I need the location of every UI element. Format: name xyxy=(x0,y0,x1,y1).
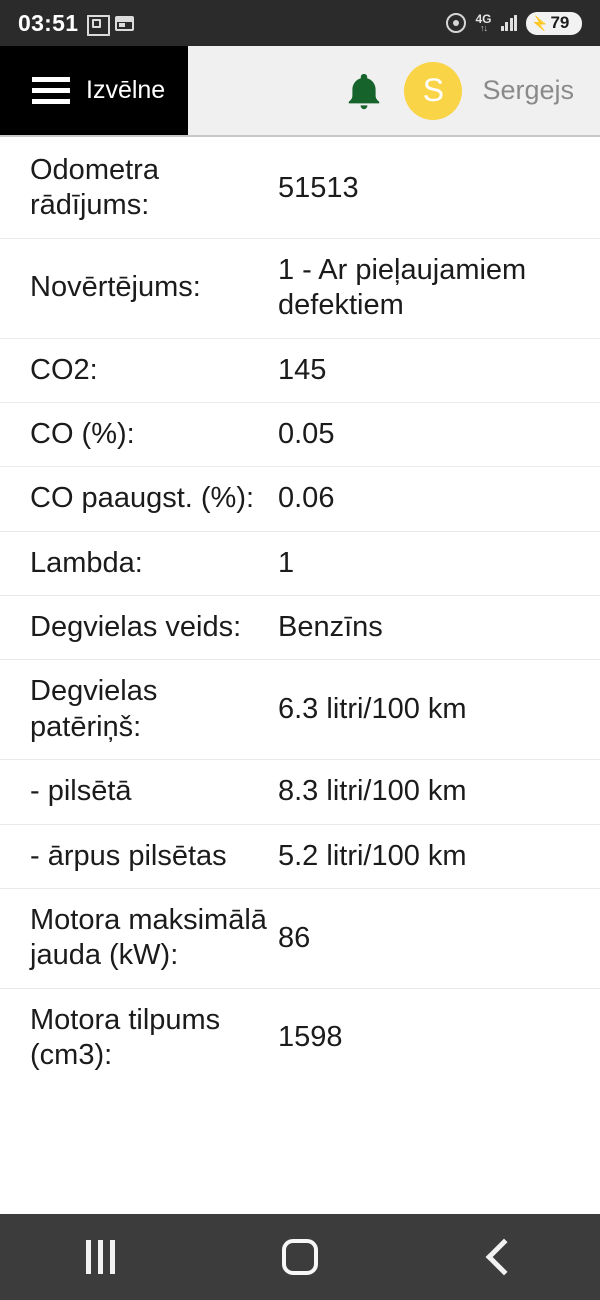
spec-key: Degvielas patēriņš: xyxy=(30,675,158,743)
spec-value: 5.2 litri/100 km xyxy=(278,839,467,872)
spec-value: 1 - Ar pieļaujamiem defektiem xyxy=(278,253,527,322)
avatar[interactable]: S xyxy=(404,61,463,120)
spec-value: 6.3 litri/100 km xyxy=(278,693,467,726)
recents-icon[interactable] xyxy=(85,1240,115,1274)
spec-value: 1 xyxy=(278,546,295,579)
spec-key: CO2: xyxy=(30,353,98,386)
table-row: Motora tilpums (cm3): 1598 xyxy=(0,989,600,1088)
username-label[interactable]: Sergejs xyxy=(482,75,574,105)
screenshot-scan-icon xyxy=(87,14,111,36)
network-4g-label: 4G xyxy=(475,12,492,26)
table-row: Odometra rādījums: 51513 xyxy=(0,139,600,239)
nav-recents-button[interactable] xyxy=(45,1214,155,1300)
header-right: S Sergejs xyxy=(188,46,600,135)
table-row: CO paaugst. (%): 0.06 xyxy=(0,467,600,532)
nav-back-button[interactable] xyxy=(445,1214,555,1300)
spec-value: 51513 xyxy=(278,171,359,204)
menu-button-label: Izvēlne xyxy=(86,76,166,104)
menu-button[interactable]: Izvēlne xyxy=(0,46,188,135)
app-header: Izvēlne S Sergejs xyxy=(0,46,600,137)
spec-key: Degvielas veids: xyxy=(30,611,242,643)
table-row: CO (%): 0.05 xyxy=(0,403,600,468)
hamburger-icon[interactable] xyxy=(32,77,70,104)
spec-key: Motora tilpums (cm3): xyxy=(30,1003,221,1071)
spec-key: CO paaugst. (%): xyxy=(30,482,255,515)
table-row: Degvielas patēriņš: 6.3 litri/100 km xyxy=(0,660,600,761)
spec-value: 1598 xyxy=(278,1021,343,1054)
spec-key: CO (%): xyxy=(30,417,135,450)
status-bar-clock: 03:51 xyxy=(18,9,79,36)
table-row: Degvielas veids: Benzīns xyxy=(0,596,600,661)
spec-value: 8.3 litri/100 km xyxy=(278,775,467,808)
card-view-icon xyxy=(115,15,135,31)
spec-value: Benzīns xyxy=(278,611,383,643)
cast-icon xyxy=(446,13,467,33)
spec-key: Novērtējums: xyxy=(30,271,201,304)
signal-bars-icon xyxy=(500,15,517,31)
home-icon[interactable] xyxy=(282,1239,318,1275)
table-row: - ārpus pilsētas 5.2 litri/100 km xyxy=(0,825,600,889)
system-nav-bar xyxy=(0,1214,600,1300)
spec-key: - pilsētā xyxy=(30,775,132,808)
table-row: Motora maksimālā jauda (kW): 86 xyxy=(0,889,600,989)
spec-key: Lambda: xyxy=(30,546,143,579)
status-bar-left: 03:51 xyxy=(18,9,135,37)
spec-table: Odometra rādījums: 51513 Novērtējums: 1 … xyxy=(0,139,600,1087)
notification-bell-icon[interactable] xyxy=(344,70,384,112)
spec-key: - ārpus pilsētas xyxy=(30,839,227,872)
status-bar-right: 4G ↑↓ ⚡ 79 xyxy=(446,11,582,35)
back-chevron-icon[interactable] xyxy=(485,1238,523,1276)
network-4g-icon: 4G ↑↓ xyxy=(475,13,491,33)
battery-level-label: 79 xyxy=(550,13,570,32)
network-arrows-label: ↑↓ xyxy=(479,23,488,33)
table-row: Novērtējums: 1 - Ar pieļaujamiem defekti… xyxy=(0,239,600,339)
battery-indicator: ⚡ 79 xyxy=(526,11,582,35)
spec-key: Motora maksimālā jauda (kW): xyxy=(30,903,267,972)
avatar-initial: S xyxy=(422,72,445,108)
nav-home-button[interactable] xyxy=(245,1214,355,1300)
spec-value: 145 xyxy=(278,353,327,386)
table-row: - pilsētā 8.3 litri/100 km xyxy=(0,760,600,825)
table-row: CO2: 145 xyxy=(0,339,600,403)
spec-key: Odometra rādījums: xyxy=(30,154,159,222)
spec-value: 86 xyxy=(278,921,311,954)
spec-value: 0.05 xyxy=(278,417,335,450)
battery-charging-icon: ⚡ xyxy=(531,14,549,31)
status-bar: 03:51 4G ↑↓ ⚡ 79 xyxy=(0,0,600,46)
table-row: Lambda: 1 xyxy=(0,532,600,596)
spec-value: 0.06 xyxy=(278,482,335,515)
